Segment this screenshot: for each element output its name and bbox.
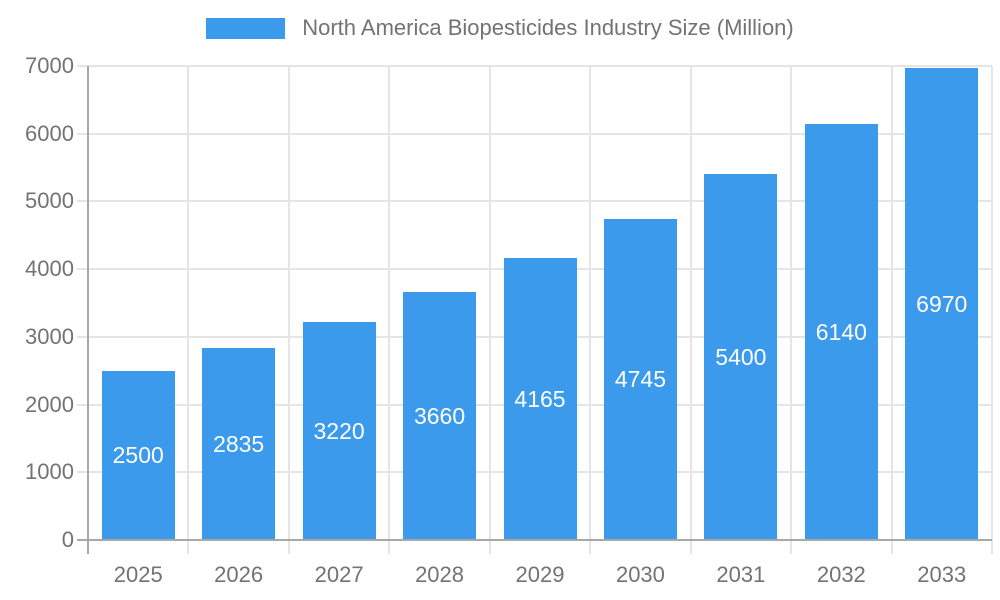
bar-2025: 2500: [101, 370, 175, 540]
bar-value-label: 4745: [614, 366, 667, 393]
x-axis-tick-label: 2029: [515, 562, 565, 587]
legend-color-swatch: [206, 17, 286, 39]
gridline-vertical: [991, 66, 993, 554]
gridline-vertical: [790, 66, 793, 554]
gridline-vertical: [589, 66, 592, 554]
gridline-vertical: [287, 66, 290, 554]
gridline-horizontal: [77, 132, 992, 135]
y-axis-tick-label: 6000: [25, 120, 74, 146]
bar-value-label: 6140: [815, 319, 867, 346]
x-axis-tick-label: 2032: [816, 562, 866, 587]
x-axis-tick-label: 2026: [214, 562, 264, 587]
legend-item[interactable]: North America Biopesticides Industry Siz…: [206, 15, 794, 41]
bar-2028: 3660: [403, 292, 477, 540]
y-axis-tick-label: 7000: [25, 53, 74, 78]
bar-2033: 6970: [905, 68, 979, 540]
y-axis-line: [87, 66, 89, 554]
bar-value-label: 3220: [313, 417, 365, 444]
gridline-vertical: [488, 66, 491, 554]
legend-label: North America Biopesticides Industry Siz…: [302, 15, 794, 40]
x-axis-tick-label: 2033: [917, 562, 967, 587]
bar-value-label: 6970: [916, 291, 968, 317]
gridline-horizontal: [77, 65, 992, 67]
x-axis-line: [77, 539, 992, 541]
legend: North America Biopesticides Industry Siz…: [0, 0, 1000, 56]
y-axis-tick-label: 5000: [25, 188, 74, 214]
bar-value-label: 4165: [514, 385, 566, 412]
x-axis-tick-label: 2030: [615, 562, 665, 587]
gridline-vertical: [388, 66, 391, 554]
x-axis-tick-label: 2027: [314, 562, 364, 587]
bar-value-label: 5400: [715, 344, 767, 371]
x-axis-tick-label: 2031: [716, 562, 766, 587]
bar-value-label: 3660: [413, 403, 466, 430]
gridline-vertical: [187, 66, 190, 554]
bar-value-label: 2500: [112, 442, 164, 469]
y-axis-tick-label: 0: [61, 527, 74, 552]
x-axis-tick-label: 2025: [113, 562, 163, 587]
y-axis-tick-label: 3000: [25, 323, 74, 349]
y-axis-tick-label: 2000: [25, 391, 74, 417]
gridline-vertical: [689, 66, 692, 554]
bar-value-label: 2835: [213, 431, 265, 457]
gridline-vertical: [890, 66, 893, 554]
bar-2032: 6140: [804, 124, 878, 540]
bar-2030: 4745: [603, 218, 677, 540]
bar-2027: 3220: [302, 321, 376, 540]
y-axis-tick-label: 4000: [25, 256, 74, 282]
bar-2029: 4165: [503, 257, 577, 540]
y-axis-tick-label: 1000: [25, 459, 74, 485]
bar-2031: 5400: [704, 174, 778, 540]
gridline-horizontal: [77, 200, 992, 203]
x-axis-tick-label: 2028: [415, 562, 465, 587]
bar-2026: 2835: [202, 348, 276, 540]
